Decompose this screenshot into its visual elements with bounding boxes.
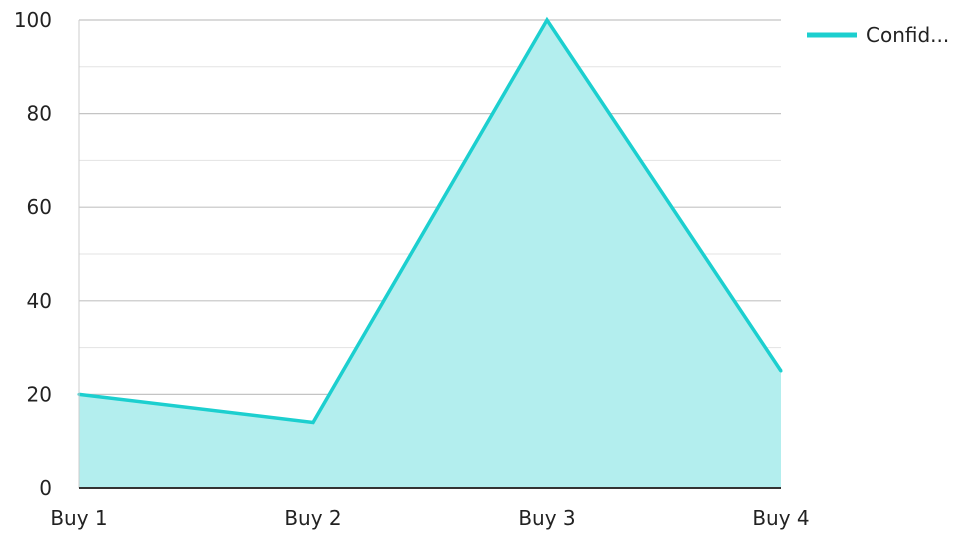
x-tick-label: Buy 2 bbox=[284, 506, 341, 530]
data-point-buy-3[interactable] bbox=[545, 18, 549, 22]
series-area-0 bbox=[79, 20, 781, 488]
y-tick-labels: 0 20 40 60 80 100 bbox=[14, 8, 52, 500]
data-point-buy-4[interactable] bbox=[779, 369, 783, 373]
x-tick-label: Buy 3 bbox=[518, 506, 575, 530]
legend-label[interactable]: Confid... bbox=[866, 23, 949, 47]
y-tick-label: 100 bbox=[14, 8, 52, 32]
x-tick-label: Buy 4 bbox=[752, 506, 809, 530]
axes bbox=[78, 20, 781, 489]
series-line-0 bbox=[78, 16, 783, 425]
y-tick-label: 60 bbox=[27, 195, 52, 219]
series-line-layer bbox=[77, 16, 783, 425]
y-tick-label: 80 bbox=[27, 102, 52, 126]
y-tick-label: 0 bbox=[39, 476, 52, 500]
x-tick-label: Buy 1 bbox=[50, 506, 107, 530]
y-tick-label: 40 bbox=[27, 289, 52, 313]
data-point-buy-2[interactable] bbox=[311, 420, 315, 424]
x-tick-labels: Buy 1 Buy 2 Buy 3 Buy 4 bbox=[50, 506, 809, 530]
legend[interactable]: Confid... bbox=[807, 23, 949, 47]
area-fill-layer bbox=[79, 20, 781, 488]
y-tick-label: 20 bbox=[27, 382, 52, 406]
